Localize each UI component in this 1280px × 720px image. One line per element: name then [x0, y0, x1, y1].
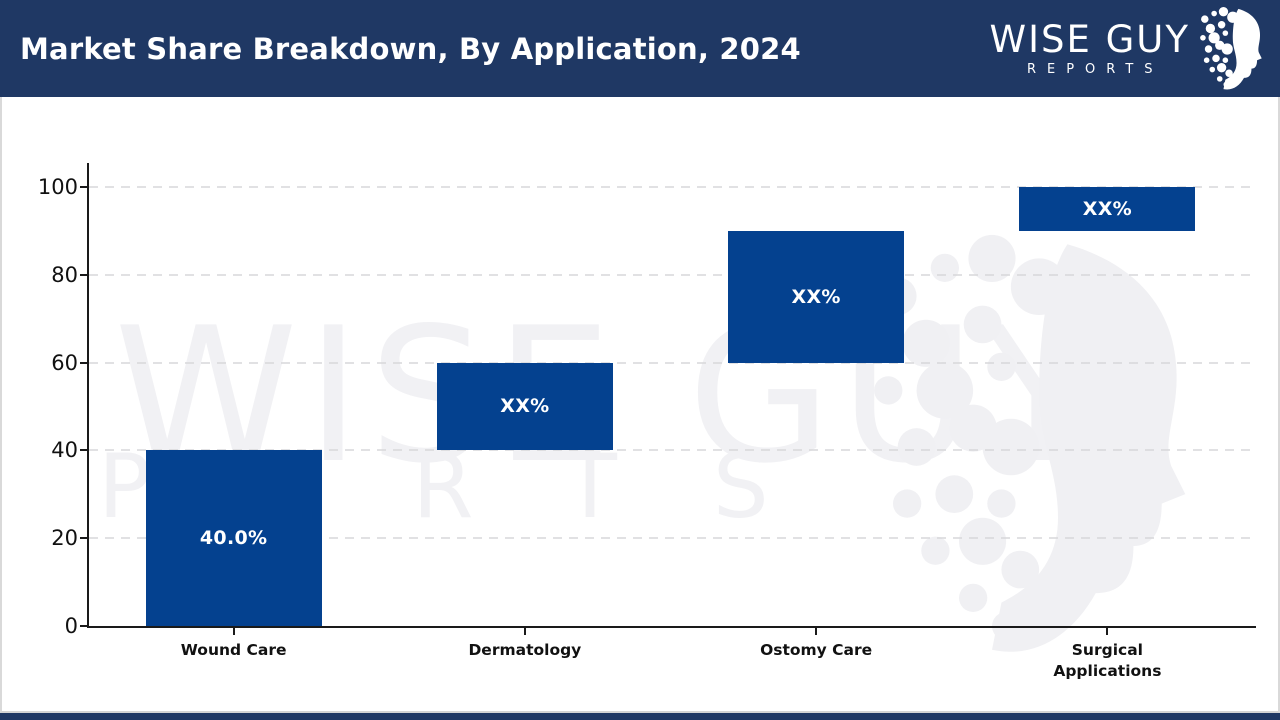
y-axis-spine	[87, 163, 89, 628]
header-band: Market Share Breakdown, By Application, …	[0, 0, 1280, 97]
bar-value-label: XX%	[1082, 197, 1132, 220]
y-gridline	[89, 537, 1254, 540]
y-gridline	[89, 273, 1254, 276]
y-gridline	[89, 449, 1254, 452]
x-axis-spine	[87, 626, 1256, 628]
y-gridline	[89, 361, 1254, 364]
y-tick-mark	[80, 361, 88, 364]
bar-value-label: XX%	[500, 395, 550, 418]
x-axis-label: Ostomy Care	[760, 641, 873, 659]
y-axis-tick-label: 60	[51, 350, 78, 375]
y-tick-mark	[80, 625, 88, 627]
y-axis-tick-label: 20	[51, 526, 78, 551]
bar-dermatology: XX%	[436, 362, 613, 451]
x-tick-mark	[523, 627, 526, 635]
page-title: Market Share Breakdown, By Application, …	[20, 31, 801, 66]
y-tick-mark	[80, 537, 88, 540]
x-tick-mark	[815, 627, 818, 635]
logo-wordmark: WISE GUY	[989, 18, 1190, 61]
y-tick-mark	[80, 449, 88, 452]
logo-subtitle: REPORTS	[1026, 62, 1164, 77]
y-axis-tick-label: 100	[37, 175, 78, 199]
y-tick-mark	[80, 186, 88, 188]
x-tick-mark	[232, 627, 235, 635]
y-axis-tick-label: 80	[51, 262, 78, 287]
logo-text: WISE GUY REPORTS	[989, 18, 1190, 78]
bar-wound-care: 40.0%	[145, 450, 322, 626]
y-tick-mark	[80, 273, 88, 276]
bar-value-label: 40.0%	[199, 527, 268, 550]
y-axis-tick-label: 0	[64, 614, 78, 638]
bar-ostomy-care: XX%	[728, 230, 905, 363]
bar-value-label: XX%	[791, 285, 841, 308]
y-gridline	[89, 186, 1254, 188]
x-tick-mark	[1106, 627, 1109, 635]
bar-surgical-applications: XX%	[1019, 187, 1196, 231]
x-axis-label: Wound Care	[180, 641, 287, 659]
logo-face-icon	[1200, 6, 1262, 90]
y-axis-tick-label: 40	[51, 438, 78, 463]
wiseguy-logo: WISE GUY REPORTS	[989, 6, 1280, 91]
x-axis-label: Dermatology	[468, 641, 582, 659]
x-axis-label: Surgical Applications	[1053, 641, 1162, 680]
footer-band	[0, 713, 1280, 720]
